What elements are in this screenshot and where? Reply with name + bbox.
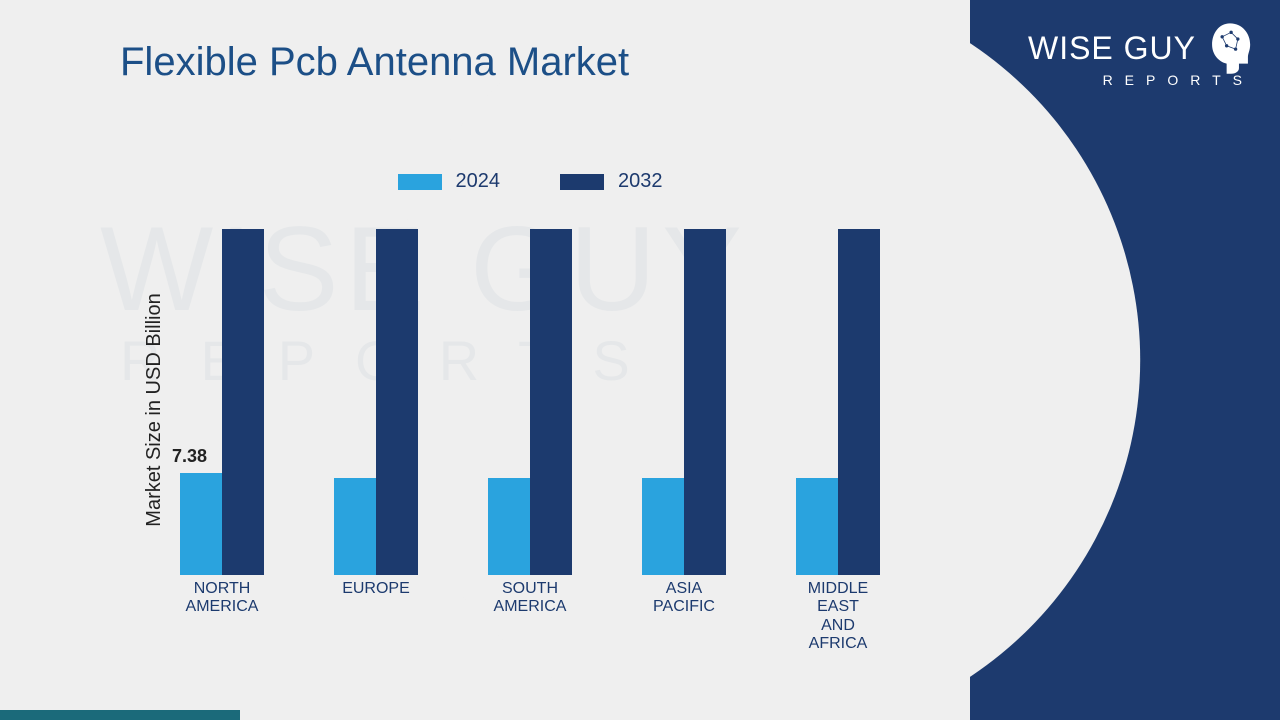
legend-label-2024: 2024 xyxy=(456,170,501,193)
legend-item-2032: 2032 xyxy=(560,170,663,193)
brand-text-line2: REPORTS xyxy=(1028,72,1258,88)
chart-title: Flexible Pcb Antenna Market xyxy=(120,40,629,85)
chart-legend: 2024 2032 xyxy=(100,170,960,193)
bar-2032 xyxy=(222,229,264,575)
brand-logo-line1: WISE GUY xyxy=(1028,20,1258,76)
bottom-accent-bar xyxy=(0,710,240,720)
brand-logo: WISE GUY REPORTS xyxy=(1028,20,1258,88)
bar-2032 xyxy=(838,229,880,575)
brand-text-line1: WISE GUY xyxy=(1028,30,1196,67)
bar-chart: 2024 2032 Market Size in USD Billion 7.3… xyxy=(100,160,960,660)
bar-2024 xyxy=(642,478,684,575)
x-axis-label: MIDDLEEASTANDAFRICA xyxy=(773,580,903,654)
brand-head-icon xyxy=(1202,20,1258,76)
bar-2032 xyxy=(684,229,726,575)
bar-2032 xyxy=(376,229,418,575)
x-axis-label: EUROPE xyxy=(311,580,441,598)
page-root: WISE GUY REPORTS Flexible Pcb Antenna Ma… xyxy=(0,0,1280,720)
bar-2032 xyxy=(530,229,572,575)
x-axis-label: ASIAPACIFIC xyxy=(619,580,749,617)
bar-2024 xyxy=(334,478,376,575)
legend-swatch-2032 xyxy=(560,174,604,190)
legend-swatch-2024 xyxy=(398,174,442,190)
bar-2024 xyxy=(180,473,222,575)
x-axis-label: SOUTHAMERICA xyxy=(465,580,595,617)
legend-item-2024: 2024 xyxy=(398,170,501,193)
chart-plot-area: 7.38 xyxy=(150,215,950,575)
bar-value-label: 7.38 xyxy=(172,446,207,467)
x-axis-label: NORTHAMERICA xyxy=(157,580,287,617)
bar-2024 xyxy=(796,478,838,575)
legend-label-2032: 2032 xyxy=(618,170,663,193)
sidebar-navy-panel xyxy=(970,0,1280,720)
bar-2024 xyxy=(488,478,530,575)
